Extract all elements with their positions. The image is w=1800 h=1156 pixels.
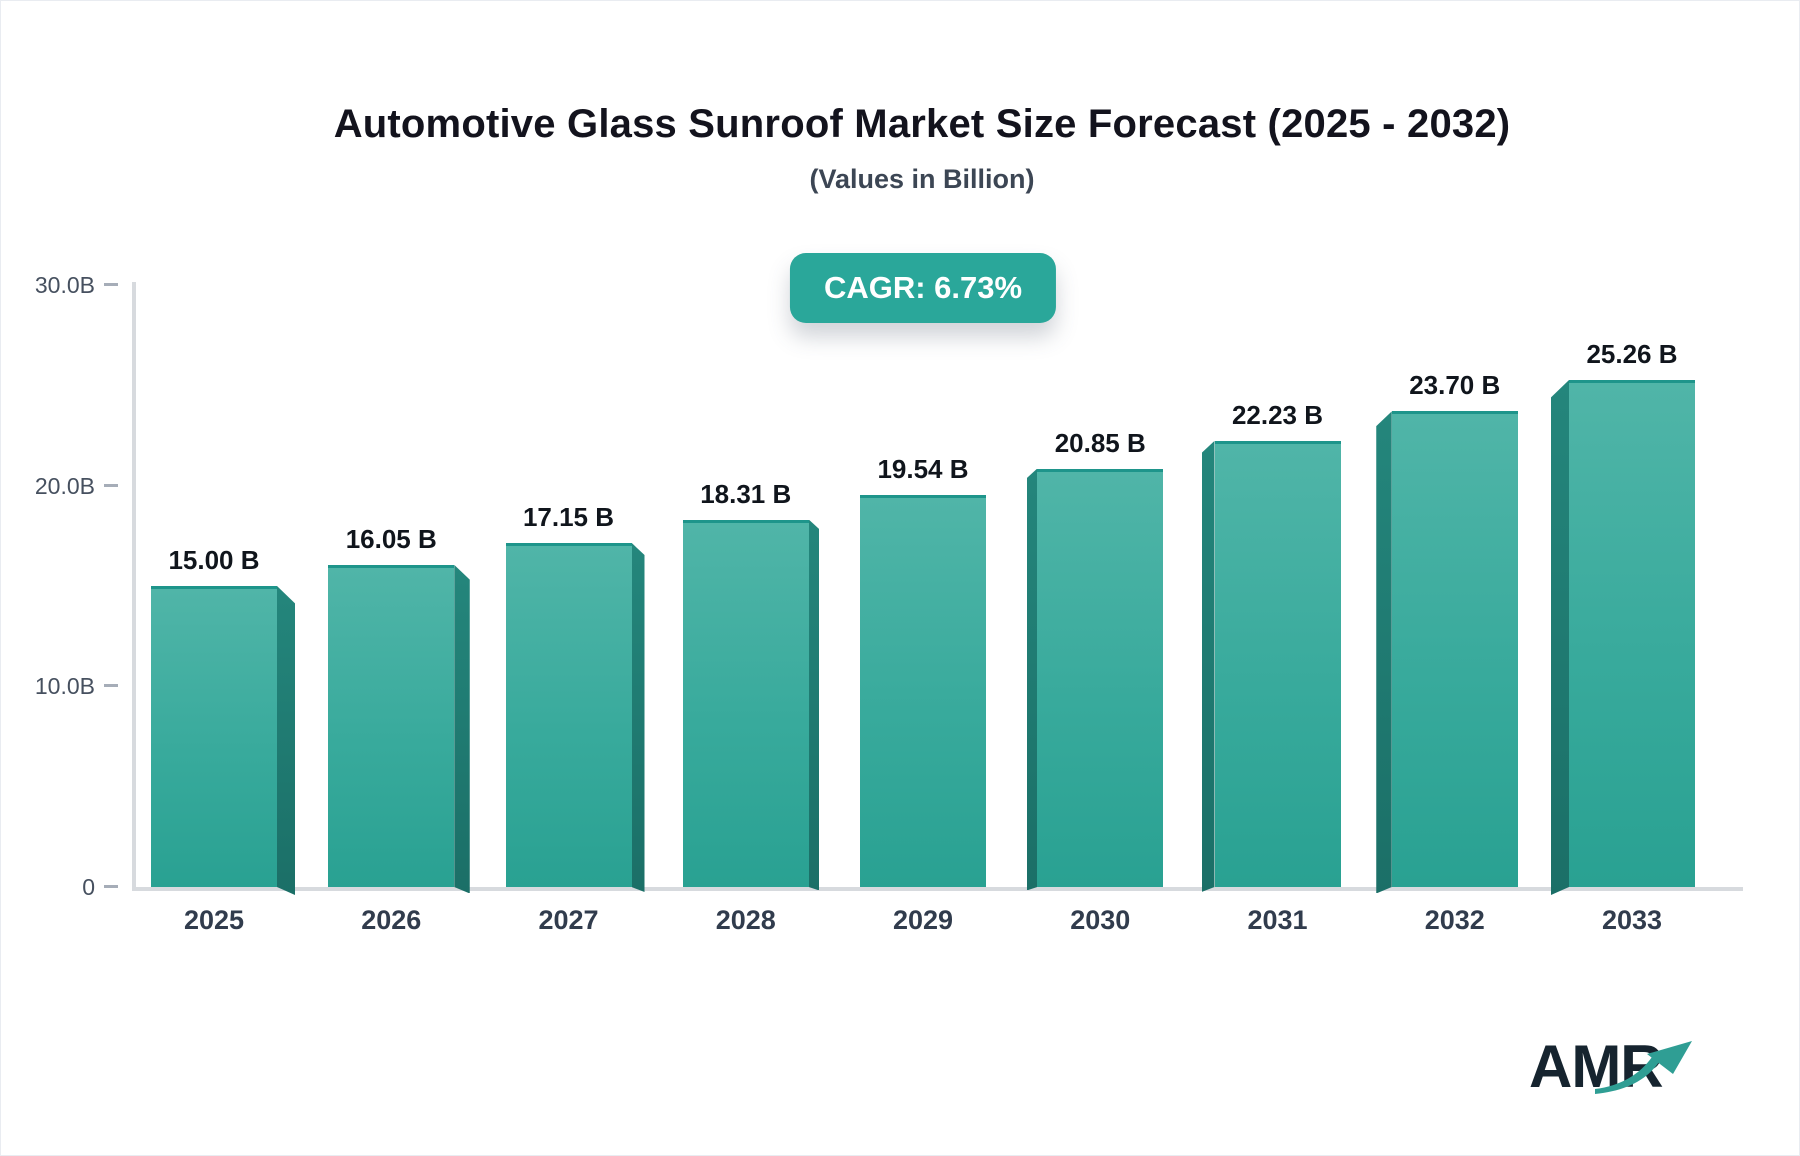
y-axis-line [132, 282, 136, 891]
bar-face [1391, 411, 1518, 887]
bar-side [1376, 411, 1392, 893]
y-tick-mark [104, 483, 118, 487]
bar-value-label: 19.54 B [877, 453, 969, 484]
y-tick-label: 30.0B [34, 271, 95, 298]
y-tick-label: 0 [82, 874, 95, 900]
cagr-badge: CAGR: 6.73% [789, 253, 1057, 323]
bar-value-label: 15.00 B [168, 544, 260, 575]
x-category-label: 2030 [1070, 905, 1131, 935]
bar-face [1037, 468, 1164, 887]
y-tick-mark [104, 282, 118, 286]
bar-side [454, 565, 470, 894]
bar-value-label: 20.85 B [1054, 427, 1146, 458]
x-category-label: 2031 [1247, 905, 1308, 935]
x-category-label: 2027 [538, 905, 599, 935]
bar-side [1202, 441, 1215, 892]
bar-side [632, 543, 645, 892]
y-tick-label: 20.0B [34, 472, 95, 499]
bar-value-label: 23.70 B [1409, 370, 1501, 401]
page-subtitle: (Values in Billion) [809, 164, 1035, 194]
bar-face [328, 564, 455, 887]
bar-face [505, 542, 632, 887]
bar-value-label: 22.23 B [1231, 399, 1324, 430]
bar-face [151, 585, 277, 887]
x-category-label: 2026 [361, 905, 422, 935]
page-title: Automotive Glass Sunroof Market Size For… [333, 102, 1511, 146]
bar-side [277, 586, 295, 895]
bar-face [682, 519, 809, 887]
x-category-label: 2033 [1601, 905, 1663, 935]
bar-value-label: 18.31 B [700, 478, 792, 509]
bar-value-label: 17.15 B [522, 501, 615, 532]
trend-arrow-icon [1595, 1041, 1692, 1094]
x-category-label: 2025 [183, 905, 245, 935]
x-axis-line [132, 887, 1743, 891]
y-tick-mark [104, 684, 118, 688]
x-category-label: 2028 [715, 905, 776, 935]
amr-logo-text: AMR [1529, 1033, 1664, 1100]
y-tick-label: 10.0B [34, 673, 95, 700]
bar-value-label: 25.26 B [1586, 339, 1678, 370]
bar-face [1214, 440, 1341, 887]
amr-logo: AMR [1529, 1035, 1709, 1115]
bar-side [1551, 380, 1569, 895]
bar-face [1569, 380, 1695, 887]
bar-value-label: 16.05 B [345, 523, 437, 554]
bar-side [809, 520, 820, 891]
cagr-badge-label: CAGR: 6.73% [823, 270, 1023, 305]
x-category-label: 2029 [892, 905, 954, 935]
bar-face [860, 494, 986, 887]
x-category-label: 2032 [1424, 905, 1485, 935]
bar-side [1027, 469, 1038, 891]
y-tick-mark [104, 885, 118, 888]
